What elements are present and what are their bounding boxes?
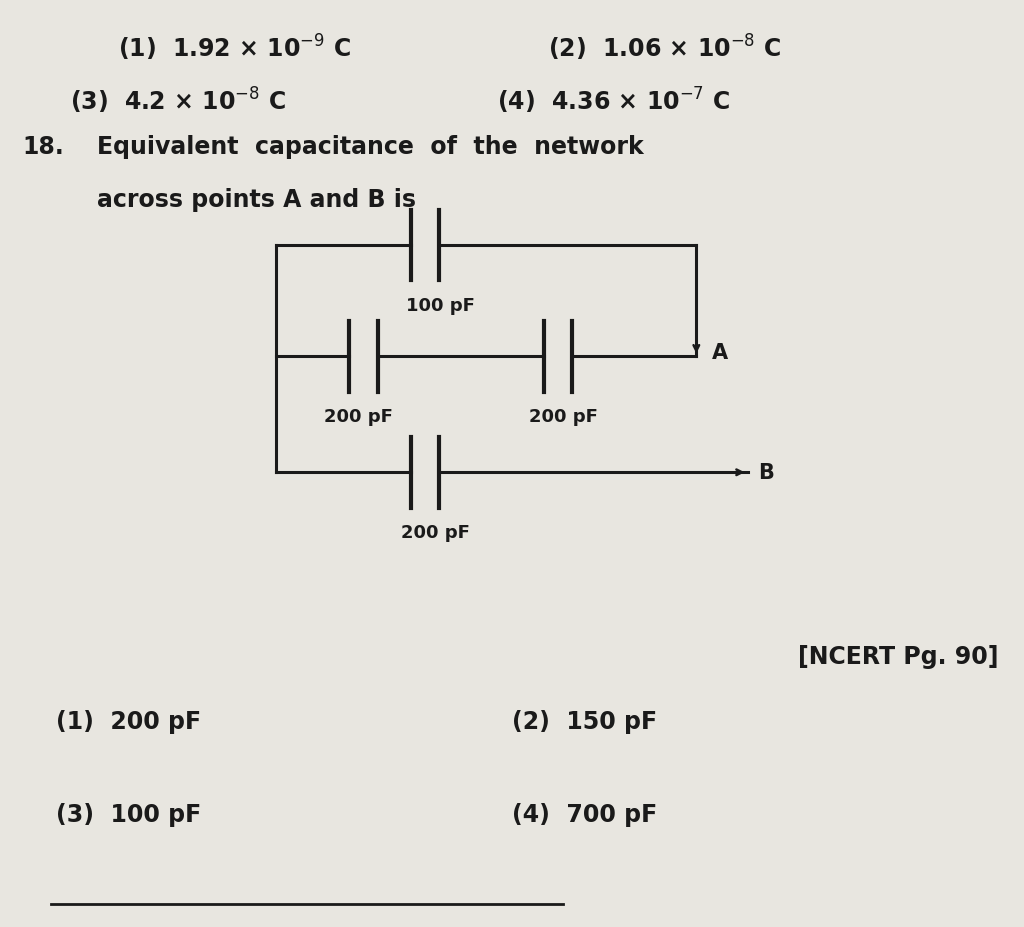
Text: (4)  4.36 × 10$^{-7}$ C: (4) 4.36 × 10$^{-7}$ C	[497, 85, 730, 116]
Text: 200 pF: 200 pF	[400, 524, 470, 541]
Text: 100 pF: 100 pF	[406, 297, 475, 314]
Text: A: A	[712, 342, 728, 362]
Text: (1)  200 pF: (1) 200 pF	[56, 709, 202, 733]
Text: (3)  100 pF: (3) 100 pF	[56, 802, 202, 826]
Text: (1)  1.92 × 10$^{-9}$ C: (1) 1.92 × 10$^{-9}$ C	[118, 32, 350, 63]
Text: B: B	[758, 463, 774, 483]
Text: 200 pF: 200 pF	[324, 408, 393, 425]
Text: (2)  1.06 × 10$^{-8}$ C: (2) 1.06 × 10$^{-8}$ C	[548, 32, 781, 63]
Text: 18.: 18.	[23, 134, 65, 159]
Text: (4)  700 pF: (4) 700 pF	[512, 802, 657, 826]
Text: (2)  150 pF: (2) 150 pF	[512, 709, 657, 733]
Text: (3)  4.2 × 10$^{-8}$ C: (3) 4.2 × 10$^{-8}$ C	[70, 85, 286, 116]
Text: [NCERT Pg. 90]: [NCERT Pg. 90]	[798, 644, 998, 668]
Text: Equivalent  capacitance  of  the  network: Equivalent capacitance of the network	[97, 134, 644, 159]
Text: across points A and B is: across points A and B is	[97, 188, 417, 212]
Text: 200 pF: 200 pF	[528, 408, 598, 425]
